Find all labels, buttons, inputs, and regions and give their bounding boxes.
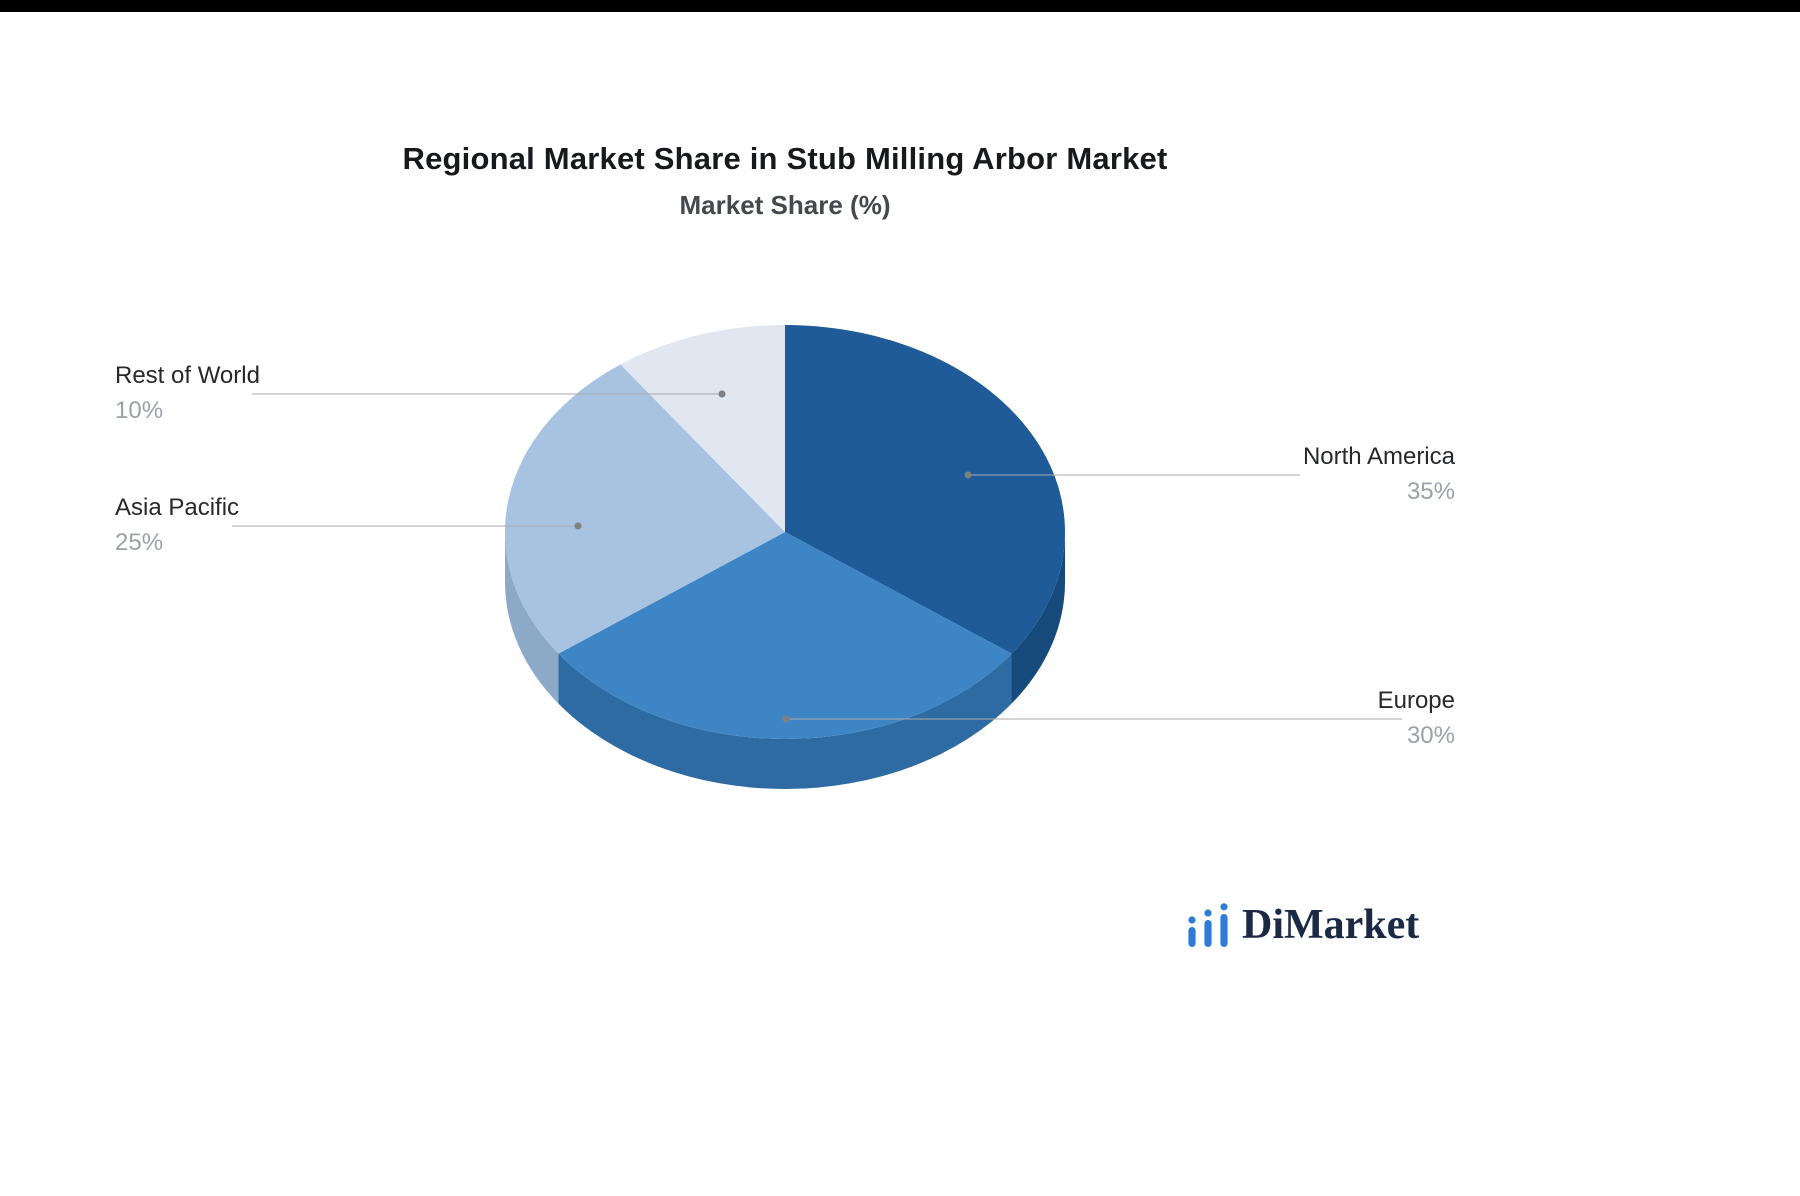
callout-label: Europe [1377,687,1455,714]
dimarket-logo: DiMarket [1185,903,1419,947]
pie-slice-rest-of-world[interactable] [620,325,785,532]
callout-value: 25% [115,529,164,556]
pie-slice-asia-pacific[interactable] [504,364,785,654]
callout-dot-north-america [964,471,972,479]
callout-dot-asia-pacific [574,522,582,530]
callout-europe: Europe 30% [1378,686,1455,750]
callout-label: Rest of World [115,362,260,389]
callout-rest-of-world: Rest of World 10% [115,361,260,425]
callout-value: 10% [115,397,164,424]
mini-bar-chart-icon [1188,903,1228,948]
callout-dot-rest-of-world [718,390,726,398]
chart-subtitle: Market Share (%) [679,189,891,220]
pie-slice-europe[interactable] [558,532,1012,739]
pie-slice-side-north-america [1011,532,1065,704]
callout-north-america: North America 35% [1303,442,1455,506]
callout-value: 35% [1406,478,1455,505]
pie-slice-north-america[interactable] [785,325,1065,654]
callout-value: 30% [1406,722,1455,749]
logo-text: DiMarket [1242,902,1420,948]
chart-title: Regional Market Share in Stub Milling Ar… [402,140,1168,176]
callout-asia-pacific: Asia Pacific 25% [115,493,239,557]
top-border [0,0,1800,12]
pie-slice-side-europe [558,653,1012,790]
callout-label: Asia Pacific [115,494,240,521]
callout-dot-europe [782,715,790,723]
callout-label: North America [1302,443,1455,470]
pie-slice-side-asia-pacific [505,532,559,704]
